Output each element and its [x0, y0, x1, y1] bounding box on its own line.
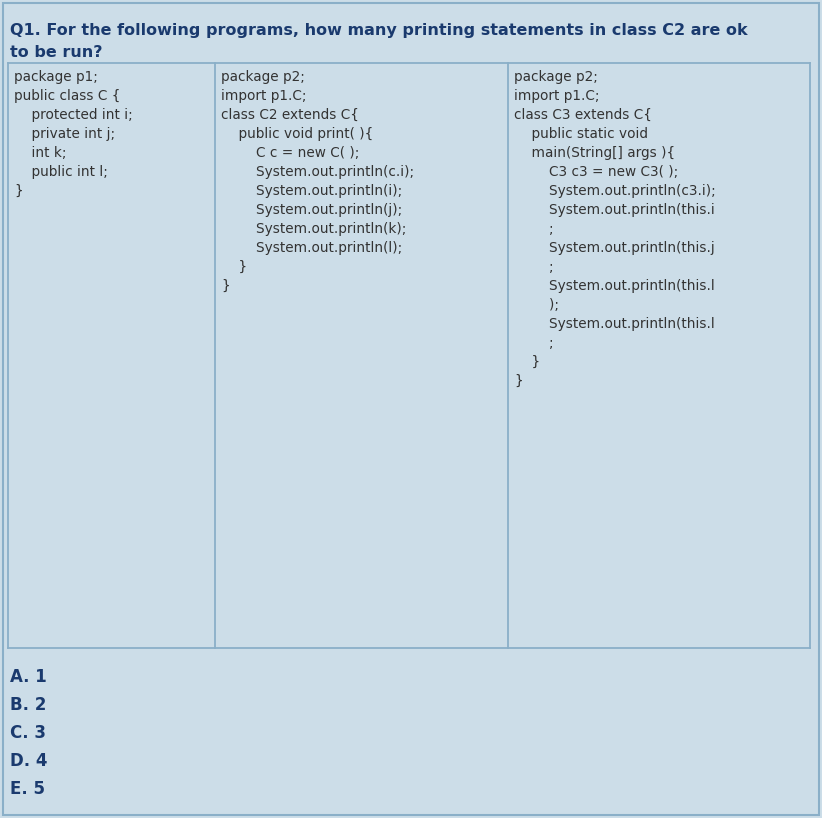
Text: package p2;: package p2; — [514, 70, 598, 84]
Text: public class C {: public class C { — [14, 89, 120, 103]
Text: Q1. For the following programs, how many printing statements in class C2 are ok: Q1. For the following programs, how many… — [10, 23, 748, 38]
Text: C. 3: C. 3 — [10, 724, 46, 742]
Text: public void print( ){: public void print( ){ — [221, 127, 373, 141]
Text: System.out.println(this.l: System.out.println(this.l — [514, 317, 715, 331]
Text: to be run?: to be run? — [10, 45, 103, 60]
Text: A. 1: A. 1 — [10, 668, 47, 686]
Text: import p1.C;: import p1.C; — [221, 89, 307, 103]
Text: System.out.println(this.j: System.out.println(this.j — [514, 241, 715, 255]
Text: B. 2: B. 2 — [10, 696, 46, 714]
Text: protected int i;: protected int i; — [14, 108, 132, 122]
FancyBboxPatch shape — [3, 3, 819, 815]
Text: }: } — [14, 184, 23, 198]
Text: public static void: public static void — [514, 127, 648, 141]
Text: main(String[] args ){: main(String[] args ){ — [514, 146, 675, 160]
Text: ;: ; — [514, 222, 554, 236]
Text: System.out.println(this.i: System.out.println(this.i — [514, 203, 715, 217]
Text: }: } — [514, 355, 540, 369]
Text: private int j;: private int j; — [14, 127, 115, 141]
Text: }: } — [514, 374, 523, 388]
Text: }: } — [221, 279, 229, 293]
Text: import p1.C;: import p1.C; — [514, 89, 599, 103]
Text: public int l;: public int l; — [14, 165, 108, 179]
Text: System.out.println(l);: System.out.println(l); — [221, 241, 402, 255]
Text: System.out.println(this.l: System.out.println(this.l — [514, 279, 715, 293]
Text: );: ); — [514, 298, 559, 312]
Text: int k;: int k; — [14, 146, 67, 160]
Text: System.out.println(c3.i);: System.out.println(c3.i); — [514, 184, 716, 198]
Text: ;: ; — [514, 260, 554, 274]
Text: }: } — [221, 260, 247, 274]
Text: package p2;: package p2; — [221, 70, 305, 84]
Text: class C2 extends C{: class C2 extends C{ — [221, 108, 359, 122]
Text: class C3 extends C{: class C3 extends C{ — [514, 108, 652, 122]
Text: C c = new C( );: C c = new C( ); — [221, 146, 359, 160]
Text: D. 4: D. 4 — [10, 752, 48, 770]
Text: ;: ; — [514, 336, 554, 350]
Text: C3 c3 = new C3( );: C3 c3 = new C3( ); — [514, 165, 678, 179]
Text: E. 5: E. 5 — [10, 780, 45, 798]
Text: System.out.println(j);: System.out.println(j); — [221, 203, 402, 217]
Text: System.out.println(i);: System.out.println(i); — [221, 184, 402, 198]
Text: package p1;: package p1; — [14, 70, 98, 84]
Text: System.out.println(c.i);: System.out.println(c.i); — [221, 165, 414, 179]
Text: System.out.println(k);: System.out.println(k); — [221, 222, 406, 236]
